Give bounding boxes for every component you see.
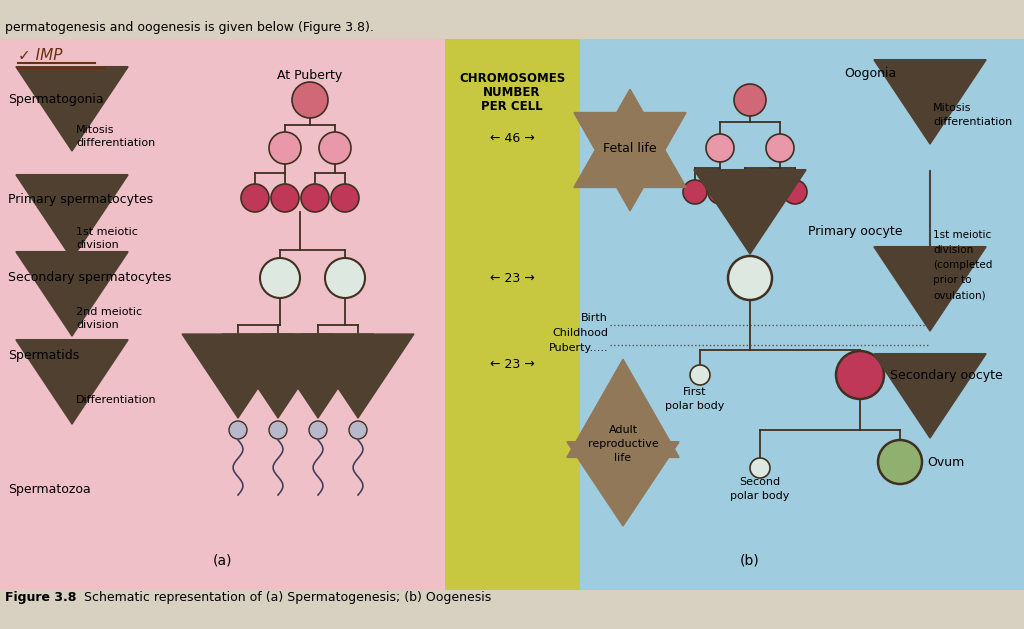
Text: Differentiation: Differentiation [76, 395, 157, 405]
Bar [580, 39, 1024, 590]
Circle shape [302, 339, 334, 371]
Circle shape [342, 339, 374, 371]
Text: Secondary oocyte: Secondary oocyte [890, 369, 1002, 382]
Text: division: division [933, 245, 973, 255]
Text: Spermatids: Spermatids [8, 348, 79, 362]
Text: (a): (a) [212, 553, 231, 567]
Circle shape [222, 339, 254, 371]
Circle shape [728, 256, 772, 300]
Text: Fetal life: Fetal life [603, 142, 656, 155]
Text: Schematic representation of (a) Spermatogenesis; (b) Oogenesis: Schematic representation of (a) Spermato… [80, 591, 492, 604]
Circle shape [260, 258, 300, 298]
Text: ✓ IMP: ✓ IMP [18, 48, 62, 62]
Text: (completed: (completed [933, 260, 992, 270]
Text: permatogenesis and oogenesis is given below (Figure 3.8).: permatogenesis and oogenesis is given be… [5, 21, 374, 35]
Circle shape [766, 134, 794, 162]
Circle shape [269, 132, 301, 164]
Text: division: division [76, 240, 119, 250]
Circle shape [758, 180, 782, 204]
Text: Second: Second [739, 477, 780, 487]
Text: 1st meiotic: 1st meiotic [76, 227, 138, 237]
Text: Puberty.....: Puberty..... [549, 343, 608, 353]
Text: Secondary spermatocytes: Secondary spermatocytes [8, 272, 171, 284]
Text: prior to: prior to [933, 275, 972, 285]
Text: Figure 3.8: Figure 3.8 [5, 591, 77, 604]
Circle shape [292, 82, 328, 118]
Text: Mitosis: Mitosis [76, 125, 115, 135]
Text: division: division [76, 320, 119, 330]
Text: Primary oocyte: Primary oocyte [808, 226, 902, 238]
Text: reproductive: reproductive [588, 439, 658, 449]
Circle shape [690, 365, 710, 385]
Circle shape [750, 458, 770, 478]
Circle shape [331, 184, 359, 212]
Text: ← 23 →: ← 23 → [489, 272, 535, 284]
Circle shape [309, 421, 327, 439]
Text: ← 23 →: ← 23 → [489, 359, 535, 372]
Text: differentiation: differentiation [933, 117, 1013, 127]
Text: PER CELL: PER CELL [481, 99, 543, 113]
Bar [445, 39, 580, 590]
Text: 1st meiotic: 1st meiotic [933, 230, 991, 240]
Text: Spermatogonia: Spermatogonia [8, 94, 103, 106]
Circle shape [229, 421, 247, 439]
Text: differentiation: differentiation [76, 138, 156, 148]
Text: ovulation): ovulation) [933, 290, 986, 300]
Text: life: life [614, 453, 632, 463]
Circle shape [325, 258, 365, 298]
Text: Oogonia: Oogonia [844, 67, 896, 79]
Circle shape [783, 180, 807, 204]
Text: (b): (b) [740, 553, 760, 567]
Bar [0, 39, 445, 590]
Text: Primary spermatocytes: Primary spermatocytes [8, 194, 154, 206]
Circle shape [241, 184, 269, 212]
Text: CHROMOSOMES: CHROMOSOMES [459, 72, 565, 84]
Text: Adult: Adult [608, 425, 638, 435]
Text: Childhood: Childhood [552, 328, 608, 338]
Text: Mitosis: Mitosis [933, 103, 972, 113]
Circle shape [349, 421, 367, 439]
Text: NUMBER: NUMBER [483, 86, 541, 99]
Text: Birth: Birth [582, 313, 608, 323]
Text: 2nd meiotic: 2nd meiotic [76, 307, 142, 317]
Text: polar body: polar body [666, 401, 725, 411]
Circle shape [733, 180, 757, 204]
Text: First: First [683, 387, 707, 397]
Circle shape [319, 132, 351, 164]
Circle shape [301, 184, 329, 212]
Text: Spermatozoa: Spermatozoa [8, 484, 91, 496]
Circle shape [706, 134, 734, 162]
Circle shape [271, 184, 299, 212]
Text: polar body: polar body [730, 491, 790, 501]
Circle shape [262, 339, 294, 371]
Text: ← 46 →: ← 46 → [489, 131, 535, 145]
Circle shape [683, 180, 707, 204]
Text: At Puberty: At Puberty [278, 69, 343, 82]
Text: Ovum: Ovum [927, 455, 965, 469]
Circle shape [878, 440, 922, 484]
Circle shape [269, 421, 287, 439]
Circle shape [708, 180, 732, 204]
Circle shape [836, 351, 884, 399]
Circle shape [734, 84, 766, 116]
